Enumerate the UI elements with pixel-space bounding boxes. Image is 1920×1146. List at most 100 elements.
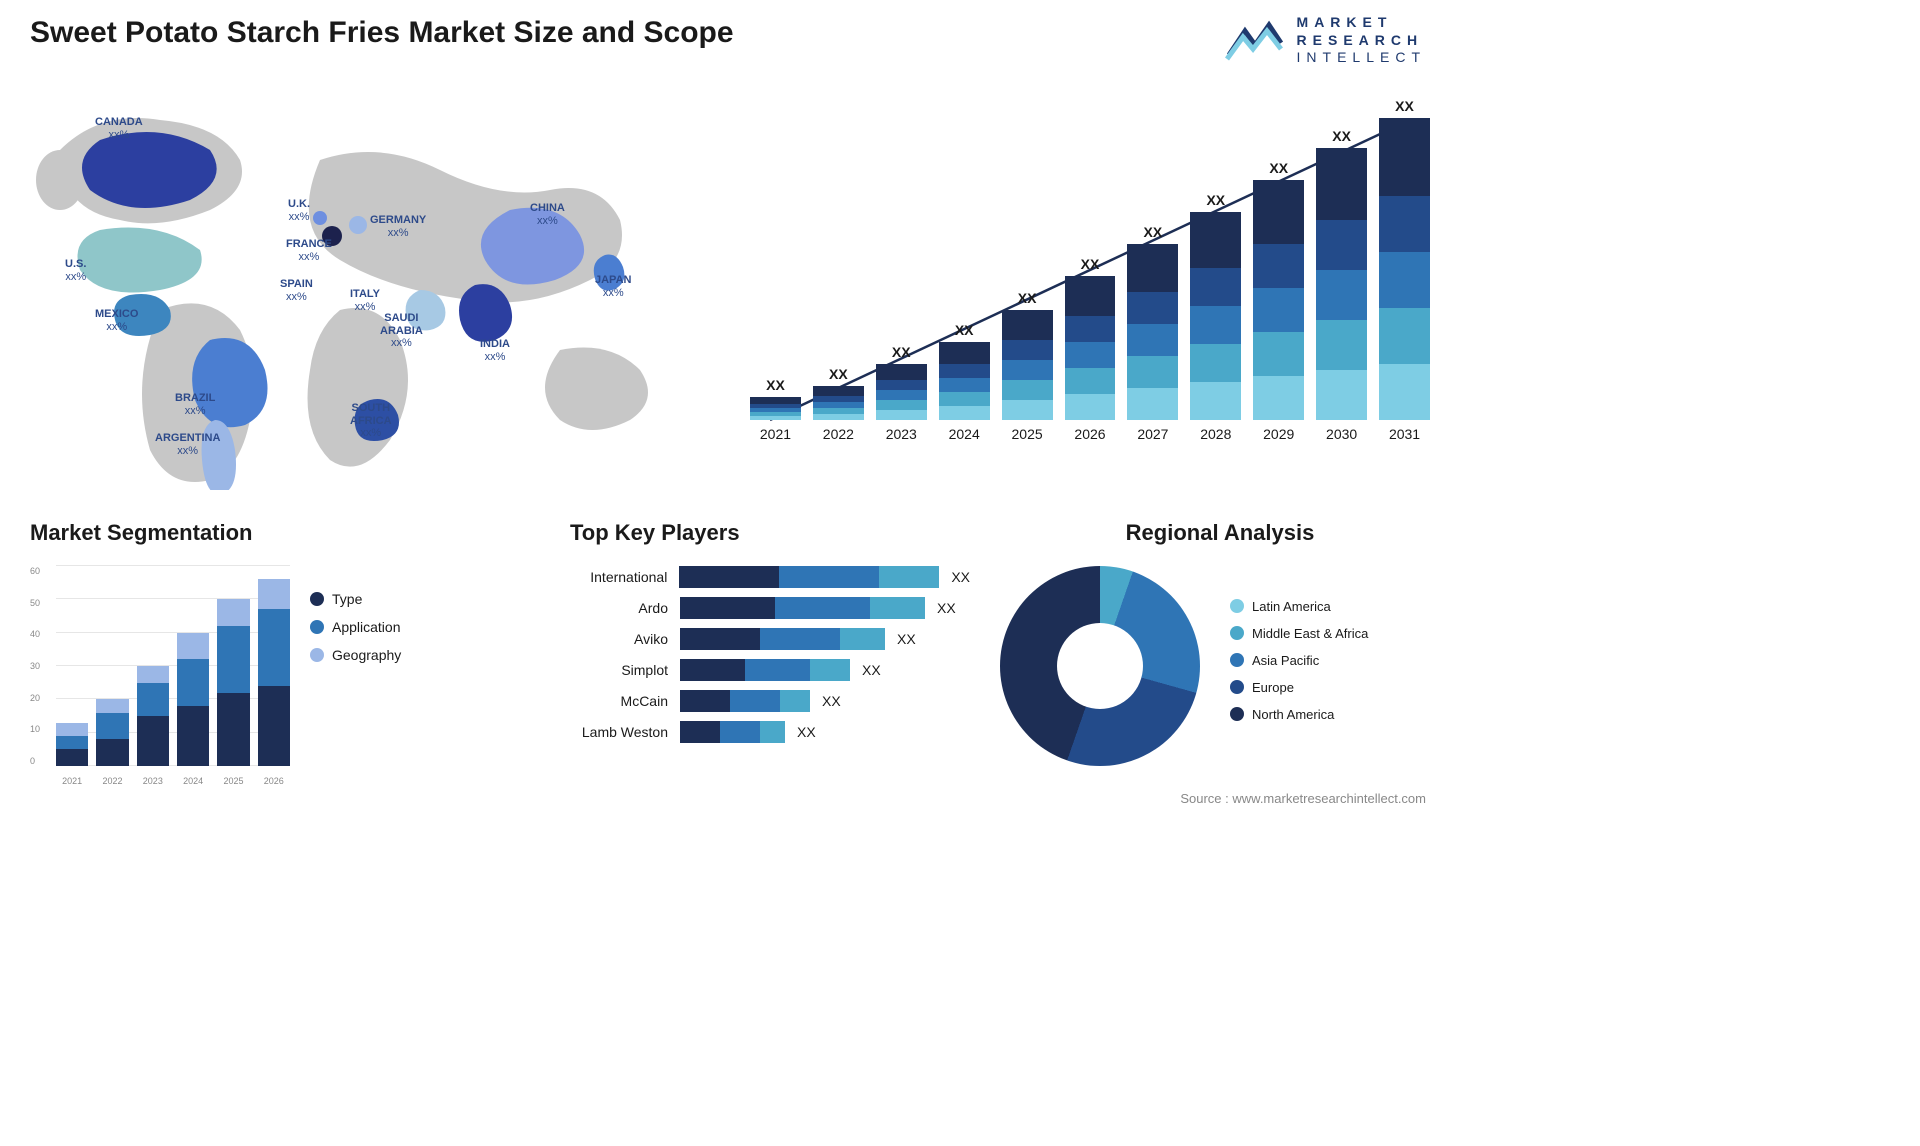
bar-year-label: 2030 — [1326, 426, 1357, 442]
seg-legend-item: Geography — [310, 647, 401, 663]
bar-segment — [1379, 364, 1430, 420]
bar-segment — [1316, 320, 1367, 370]
bar-year-label: 2025 — [1012, 426, 1043, 442]
legend-dot-icon — [310, 592, 324, 606]
bar-segment — [1002, 380, 1053, 400]
seg-bar — [137, 666, 169, 766]
seg-bar-segment — [56, 723, 88, 736]
legend-label: Middle East & Africa — [1252, 626, 1368, 641]
bar-segment — [1002, 340, 1053, 360]
bar-top-label: XX — [1144, 224, 1163, 240]
map-label: U.K.xx% — [288, 198, 310, 223]
seg-bar-segment — [177, 706, 209, 766]
region-legend-item: Latin America — [1230, 599, 1368, 614]
player-row: Simplot XX — [570, 659, 970, 681]
player-bar-segment — [840, 628, 885, 650]
bar-top-label: XX — [829, 366, 848, 382]
bar-segment — [1190, 212, 1241, 268]
player-name: Simplot — [570, 662, 680, 678]
player-bar-segment — [680, 628, 760, 650]
legend-label: Application — [332, 619, 401, 635]
seg-bar-segment — [96, 699, 128, 712]
bar-segment — [1002, 310, 1053, 340]
bar-segment — [1190, 382, 1241, 420]
legend-dot-icon — [1230, 707, 1244, 721]
main-bar: XX2025 — [1002, 290, 1053, 442]
bar-segment — [1127, 324, 1178, 356]
logo-swoosh-icon — [1225, 15, 1285, 65]
bar-segment — [1065, 276, 1116, 316]
region-legend-item: Asia Pacific — [1230, 653, 1368, 668]
main-bar: XX 2024 — [939, 322, 990, 442]
player-row: ArdoXX — [570, 597, 970, 619]
map-label: JAPANxx% — [595, 274, 631, 299]
bar-segment — [750, 416, 801, 420]
player-value: XX — [862, 662, 881, 678]
region-legend-item: Europe — [1230, 680, 1368, 695]
seg-ytick: 20 — [30, 693, 54, 703]
bar-segment — [1316, 370, 1367, 420]
main-bar: XX2028 — [1190, 192, 1241, 442]
main-growth-chart: XX2021XX2022XX2023XX2024XX2025XX2026XX20… — [750, 110, 1430, 470]
bar-segment — [1379, 308, 1430, 364]
bar-segment — [813, 386, 864, 396]
seg-legend-item: Application — [310, 619, 401, 635]
bar-top-label: XX — [955, 322, 974, 338]
bar-year-label: 2024 — [949, 426, 980, 442]
legend-label: Geography — [332, 647, 401, 663]
legend-label: North America — [1252, 707, 1334, 722]
bar-segment — [939, 378, 990, 392]
segmentation-chart: 0102030405060 202120222023202420252026 T… — [30, 566, 290, 786]
map-label: INDIAxx% — [480, 338, 510, 363]
main-bar: XX2029 — [1253, 160, 1304, 442]
players-title: Top Key Players — [570, 520, 970, 546]
player-value: XX — [937, 600, 956, 616]
players-chart: InternationalXXArdoXXAvikoXXSimplotXXMcC… — [570, 566, 970, 743]
bar-segment — [1065, 394, 1116, 420]
seg-bar-segment — [217, 599, 249, 626]
legend-label: Type — [332, 591, 362, 607]
seg-xlabel: 2021 — [56, 776, 88, 786]
bar-segment — [1253, 288, 1304, 332]
region-legend-item: Middle East & Africa — [1230, 626, 1368, 641]
player-row: InternationalXX — [570, 566, 970, 588]
seg-xlabel: 2026 — [258, 776, 290, 786]
seg-xlabel: 2023 — [137, 776, 169, 786]
player-value: XX — [797, 724, 816, 740]
bar-year-label: 2021 — [760, 426, 791, 442]
map-label: CANADAxx% — [95, 116, 143, 141]
bar-segment — [876, 400, 927, 410]
main-bar: XX2022 — [813, 366, 864, 442]
source-attribution: Source : www.marketresearchintellect.com — [1180, 791, 1426, 806]
legend-dot-icon — [310, 648, 324, 662]
map-label: BRAZILxx% — [175, 392, 215, 417]
bar-segment — [1190, 268, 1241, 306]
map-label: FRANCExx% — [286, 238, 332, 263]
map-label: MEXICOxx% — [95, 308, 138, 333]
seg-bar-segment — [258, 579, 290, 609]
seg-xlabel: 2024 — [177, 776, 209, 786]
map-label: SOUTHAFRICAxx% — [350, 402, 392, 440]
player-bar-segment — [810, 659, 850, 681]
logo-line2: RESEARCH — [1297, 32, 1426, 50]
seg-bar — [177, 633, 209, 766]
bar-year-label: 2027 — [1137, 426, 1168, 442]
bar-segment — [876, 380, 927, 390]
bar-top-label: XX — [766, 377, 785, 393]
legend-label: Europe — [1252, 680, 1294, 695]
bar-segment — [1379, 118, 1430, 196]
segmentation-title: Market Segmentation — [30, 520, 460, 546]
regional-title: Regional Analysis — [1000, 520, 1440, 546]
seg-bar-segment — [258, 686, 290, 766]
player-name: Aviko — [570, 631, 680, 647]
player-row: AvikoXX — [570, 628, 970, 650]
bar-segment — [1190, 344, 1241, 382]
main-bar: XX 2021 — [750, 377, 801, 442]
player-row: Lamb WestonXX — [570, 721, 970, 743]
seg-bar-segment — [137, 683, 169, 716]
logo-line3: INTELLECT — [1297, 49, 1426, 67]
player-bar-segment — [779, 566, 879, 588]
seg-bar-segment — [96, 713, 128, 740]
player-bar-segment — [680, 659, 745, 681]
legend-dot-icon — [1230, 653, 1244, 667]
